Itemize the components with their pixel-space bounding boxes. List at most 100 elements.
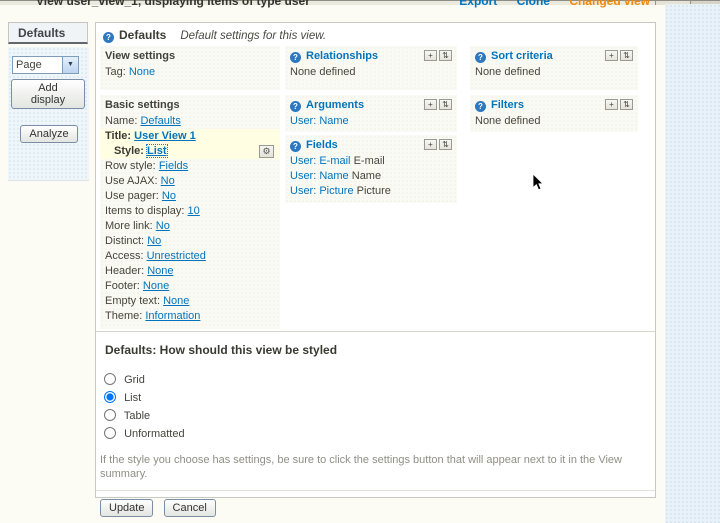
setting-value-link[interactable]: 10 [187,205,200,217]
argument-link[interactable]: User: Name [290,115,349,127]
style-option-list[interactable]: List [104,389,655,407]
setting-value-link[interactable]: None [142,280,170,292]
add-icon[interactable]: + [605,50,618,61]
setting-label: More link: [105,220,153,232]
form-actions: Update Cancel [96,490,655,517]
tag-value-link[interactable]: None [128,66,156,78]
setting-value-link[interactable]: List [146,144,168,158]
setting-value-link[interactable]: No [155,220,170,232]
help-icon[interactable]: ? [475,101,486,112]
setting-label: Header: [105,265,145,277]
arguments-header: ? Arguments + ⇅ [290,98,452,114]
field-link[interactable]: User: Name [290,170,349,182]
setting-value-link[interactable]: None [163,295,190,307]
rearrange-icon[interactable]: ⇅ [439,139,452,150]
setting-row-morelink: More link: No [100,219,280,234]
setting-row-title: Title: User View 1 [100,129,280,144]
view-settings-header: View settings [105,49,275,65]
setting-value-link[interactable]: Defaults [140,115,181,127]
rearrange-icon[interactable]: ⇅ [439,99,452,110]
fields-box: ? Fields + ⇅ User: E-mail E-mail User: Nam… [285,135,457,203]
setting-value-link[interactable]: User View 1 [134,130,196,142]
add-icon[interactable]: + [605,99,618,110]
header-links: Export Clone Changed view [443,0,650,8]
field-link[interactable]: User: E-mail [290,155,351,167]
setting-value-link[interactable]: Information [145,310,201,322]
setting-value-link[interactable]: Fields [158,160,189,172]
relationships-title-link[interactable]: Relationships [306,50,379,62]
rearrange-icon[interactable]: ⇅ [620,99,633,110]
rearrange-icon[interactable]: ⇅ [620,50,633,61]
update-button[interactable]: Update [100,499,154,517]
field-suffix: Picture [356,185,391,197]
clone-link[interactable]: Clone [516,0,550,8]
fields-title-link[interactable]: Fields [306,139,338,151]
setting-value-link[interactable]: None [147,265,174,277]
sort-criteria-box: ? Sort criteria + ⇅ None defined [470,46,638,90]
chevron-down-icon[interactable]: ▼ [62,57,78,73]
sort-criteria-empty: None defined [475,65,633,80]
display-type-select[interactable]: Page ▼ [12,56,79,74]
export-link[interactable]: Export [459,0,498,8]
help-icon[interactable]: ? [475,52,486,63]
filters-title-link[interactable]: Filters [491,99,525,111]
chrome-segment [656,1,690,5]
cancel-button[interactable]: Cancel [163,499,216,517]
panel-heading-title: Defaults [119,28,167,42]
setting-label: Footer: [105,280,140,292]
style-settings-gear-button[interactable]: ⚙ [259,145,274,158]
tag-label: Tag: [105,66,126,78]
setting-label: Items to display: [105,205,185,217]
setting-label: Name: [105,115,138,127]
style-radio-unformatted[interactable] [104,427,116,439]
page-header: View user_view_1, displaying items of ty… [0,0,664,11]
setting-value-link[interactable]: No [161,190,176,202]
help-icon[interactable]: ? [103,32,114,43]
analyze-button[interactable]: Analyze [20,125,78,143]
setting-label: Theme: [105,310,143,322]
display-type-select-value: Page [16,59,42,71]
display-sidebar: Page ▼ Add display Analyze [8,47,89,181]
sort-criteria-header: ? Sort criteria + ⇅ [475,49,633,65]
tag-row: Tag: None [105,65,275,80]
rearrange-icon[interactable]: ⇅ [439,50,452,61]
add-icon[interactable]: + [424,99,437,110]
help-icon[interactable]: ? [290,141,301,152]
setting-row-access: Access: Unrestricted [100,249,280,264]
arguments-title-link[interactable]: Arguments [306,99,365,111]
add-icon[interactable]: + [424,139,437,150]
setting-row-rowstyle: Row style: Fields [100,159,280,174]
help-icon[interactable]: ? [290,101,301,112]
setting-value-link[interactable]: No [160,175,175,187]
empty-text: None defined [290,66,356,78]
basic-settings-header: Basic settings [105,98,275,114]
filters-header: ? Filters + ⇅ [475,98,633,114]
add-icon[interactable]: + [424,50,437,61]
style-option-unformatted[interactable]: Unformatted [104,425,655,443]
tab-defaults[interactable]: Defaults [8,22,88,44]
add-display-button[interactable]: Add display [11,79,85,109]
fields-header: ? Fields + ⇅ [290,138,452,154]
field-link[interactable]: User: Picture [290,185,354,197]
argument-item: User: Name [290,114,452,129]
help-icon[interactable]: ? [290,52,301,63]
style-radio-grid[interactable] [104,373,116,385]
style-radio-list[interactable] [104,391,116,403]
field-suffix: E-mail [353,155,385,167]
style-option-label: Grid [124,374,145,386]
style-option-grid[interactable]: Grid [104,371,655,389]
setting-label: Empty text: [105,295,161,307]
style-radio-table[interactable] [104,409,116,421]
field-item: User: E-mail E-mail [290,154,452,169]
style-option-label: Table [123,410,151,422]
chrome-divider [690,1,691,5]
setting-value-link[interactable]: No [147,235,162,247]
setting-value-link[interactable]: Unrestricted [146,250,206,262]
setting-row-style: Style: List ⚙ [100,144,280,159]
style-option-table[interactable]: Table [104,407,655,425]
sort-criteria-title-link[interactable]: Sort criteria [491,50,553,62]
relationships-empty: None defined [290,65,452,80]
relationships-header: ? Relationships + ⇅ [290,49,452,65]
page-title: View user_view_1, displaying items of ty… [36,0,310,8]
view-settings-panel: ? Defaults Default settings for this view.… [95,22,656,517]
